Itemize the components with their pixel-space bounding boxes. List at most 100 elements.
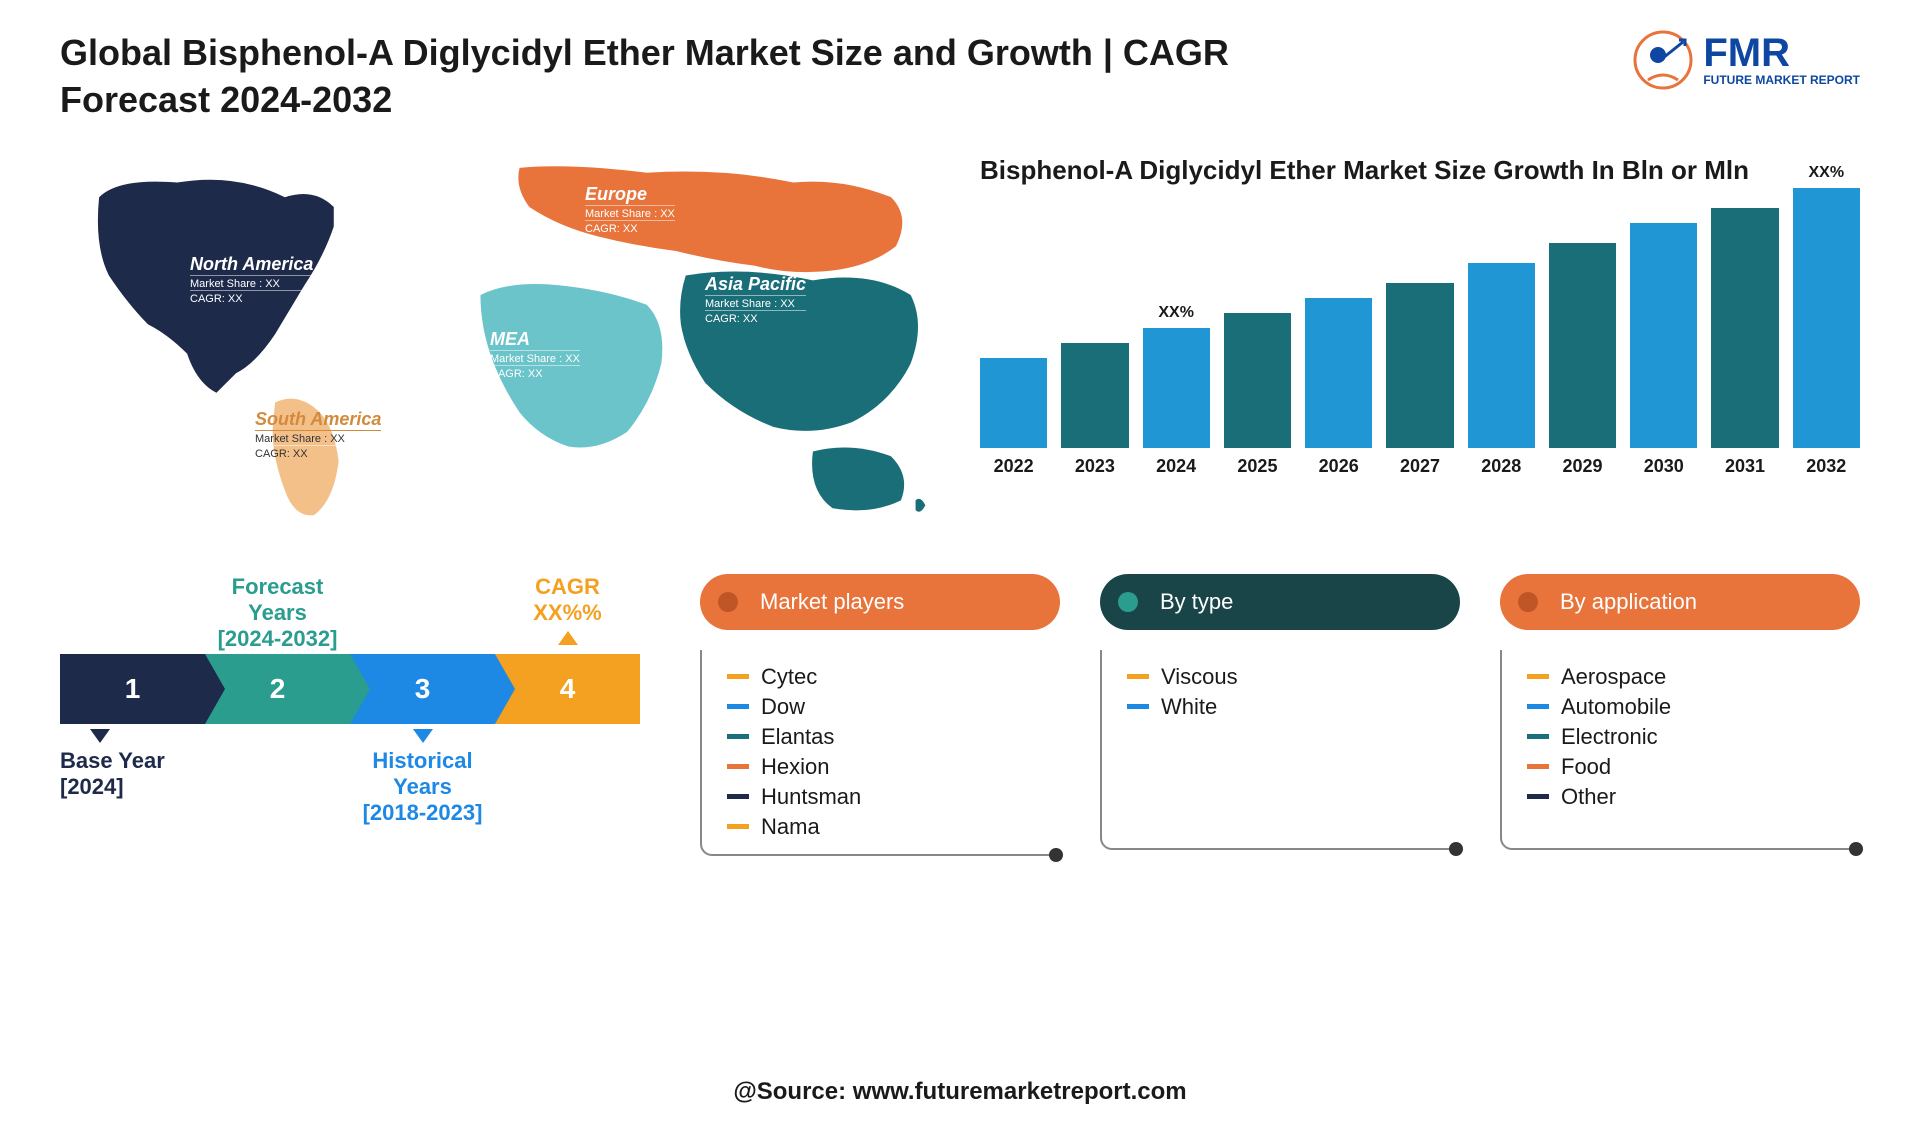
list-item: Automobile bbox=[1527, 694, 1860, 720]
year-label: 2023 bbox=[1075, 456, 1115, 477]
chart-title: Bisphenol-A Diglycidyl Ether Market Size… bbox=[980, 154, 1860, 188]
timeline-segment: 1 bbox=[60, 654, 205, 724]
source-text: @Source: www.futuremarketreport.com bbox=[733, 1078, 1186, 1106]
bar bbox=[980, 358, 1047, 448]
timeline-segment: 3 bbox=[350, 654, 495, 724]
list-item: Dow bbox=[727, 694, 1060, 720]
dash-icon bbox=[1527, 704, 1549, 709]
item-label: Aerospace bbox=[1561, 664, 1666, 690]
year-label: 2029 bbox=[1562, 456, 1602, 477]
item-label: Dow bbox=[761, 694, 805, 720]
dash-icon bbox=[1127, 674, 1149, 679]
dash-icon bbox=[1127, 704, 1149, 709]
item-label: Automobile bbox=[1561, 694, 1671, 720]
logo-text-sub: FUTURE MARKET REPORT bbox=[1703, 73, 1860, 87]
region-eu: Europe Market Share : XX CAGR: XX bbox=[585, 184, 675, 235]
year-label: 2028 bbox=[1481, 456, 1521, 477]
year-label: 2022 bbox=[994, 456, 1034, 477]
logo-text-main: FMR bbox=[1703, 33, 1860, 73]
dash-icon bbox=[1527, 734, 1549, 739]
bar-column: 2022 bbox=[980, 358, 1047, 477]
historical-label: Historical Years [2018-2023] bbox=[350, 729, 495, 809]
list-item: White bbox=[1127, 694, 1460, 720]
bar bbox=[1224, 313, 1291, 448]
bar: XX% bbox=[1143, 328, 1210, 448]
bar-top-label: XX% bbox=[1808, 164, 1844, 182]
item-label: Viscous bbox=[1161, 664, 1238, 690]
item-label: Hexion bbox=[761, 754, 829, 780]
bar-column: XX% 2024 bbox=[1143, 328, 1210, 477]
bar: XX% bbox=[1793, 188, 1860, 448]
bar bbox=[1549, 243, 1616, 448]
dash-icon bbox=[727, 824, 749, 829]
bar bbox=[1386, 283, 1453, 448]
list-item: Food bbox=[1527, 754, 1860, 780]
item-label: Elantas bbox=[761, 724, 834, 750]
bar-column: XX% 2032 bbox=[1793, 188, 1860, 477]
year-label: 2024 bbox=[1156, 456, 1196, 477]
by-type-category: By type Viscous White bbox=[1100, 574, 1460, 856]
bar-column: 2025 bbox=[1224, 313, 1291, 477]
list-item: Huntsman bbox=[727, 784, 1060, 810]
world-map: North America Market Share : XX CAGR: XX… bbox=[60, 154, 940, 524]
bar-column: 2031 bbox=[1711, 208, 1778, 477]
fmr-logo-icon bbox=[1633, 30, 1693, 90]
base-label: Base Year [2024] bbox=[60, 729, 205, 809]
bar-column: 2026 bbox=[1305, 298, 1372, 477]
bar-column: 2029 bbox=[1549, 243, 1616, 477]
bar bbox=[1468, 263, 1535, 448]
item-label: Electronic bbox=[1561, 724, 1658, 750]
list-item: Nama bbox=[727, 814, 1060, 840]
year-label: 2025 bbox=[1237, 456, 1277, 477]
list-item: Electronic bbox=[1527, 724, 1860, 750]
by-application-list: Aerospace Automobile Electronic Food Other bbox=[1500, 650, 1860, 850]
bar bbox=[1711, 208, 1778, 448]
by-application-header: By application bbox=[1500, 574, 1860, 630]
dash-icon bbox=[1527, 674, 1549, 679]
bar-chart: 2022 2023 XX% 2024 2025 2026 2027 2028 2029 2030 2… bbox=[980, 197, 1860, 477]
item-label: Huntsman bbox=[761, 784, 861, 810]
list-item: Hexion bbox=[727, 754, 1060, 780]
dash-icon bbox=[727, 704, 749, 709]
bar-column: 2030 bbox=[1630, 223, 1697, 477]
item-label: Food bbox=[1561, 754, 1611, 780]
item-label: Cytec bbox=[761, 664, 817, 690]
year-label: 2031 bbox=[1725, 456, 1765, 477]
market-players-list: Cytec Dow Elantas Hexion Huntsman Nama bbox=[700, 650, 1060, 856]
bar-top-label: XX% bbox=[1158, 304, 1194, 322]
forecast-label: Forecast Years [2024-2032] bbox=[205, 574, 350, 654]
item-label: White bbox=[1161, 694, 1217, 720]
region-mea: MEA Market Share : XX CAGR: XX bbox=[490, 329, 580, 380]
bar bbox=[1061, 343, 1128, 448]
timeline-segment: 2 bbox=[205, 654, 350, 724]
region-na: North America Market Share : XX CAGR: XX bbox=[190, 254, 313, 305]
bar bbox=[1305, 298, 1372, 448]
bar bbox=[1630, 223, 1697, 448]
region-sa: South America Market Share : XX CAGR: XX bbox=[255, 409, 381, 460]
timeline-section: Forecast Years [2024-2032] CAGR XX%% 123… bbox=[60, 574, 640, 856]
year-label: 2030 bbox=[1644, 456, 1684, 477]
year-label: 2032 bbox=[1806, 456, 1846, 477]
bar-column: 2023 bbox=[1061, 343, 1128, 477]
dash-icon bbox=[1527, 764, 1549, 769]
list-item: Cytec bbox=[727, 664, 1060, 690]
by-type-header: By type bbox=[1100, 574, 1460, 630]
market-players-category: Market players Cytec Dow Elantas Hexion Hunt… bbox=[700, 574, 1060, 856]
bar-chart-section: Bisphenol-A Diglycidyl Ether Market Size… bbox=[980, 154, 1860, 524]
by-type-list: Viscous White bbox=[1100, 650, 1460, 850]
categories: Market players Cytec Dow Elantas Hexion Hunt… bbox=[700, 574, 1860, 856]
dash-icon bbox=[727, 794, 749, 799]
dash-icon bbox=[727, 674, 749, 679]
by-application-category: By application Aerospace Automobile Electr… bbox=[1500, 574, 1860, 856]
market-players-header: Market players bbox=[700, 574, 1060, 630]
list-item: Other bbox=[1527, 784, 1860, 810]
dash-icon bbox=[727, 764, 749, 769]
timeline-segment: 4 bbox=[495, 654, 640, 724]
year-label: 2027 bbox=[1400, 456, 1440, 477]
timeline-bar: 1234 bbox=[60, 654, 640, 724]
bar-column: 2027 bbox=[1386, 283, 1453, 477]
page-title: Global Bisphenol-A Diglycidyl Ether Mark… bbox=[60, 30, 1260, 124]
region-ap: Asia Pacific Market Share : XX CAGR: XX bbox=[705, 274, 806, 325]
cagr-label: CAGR XX%% bbox=[495, 574, 640, 654]
bar-column: 2028 bbox=[1468, 263, 1535, 477]
